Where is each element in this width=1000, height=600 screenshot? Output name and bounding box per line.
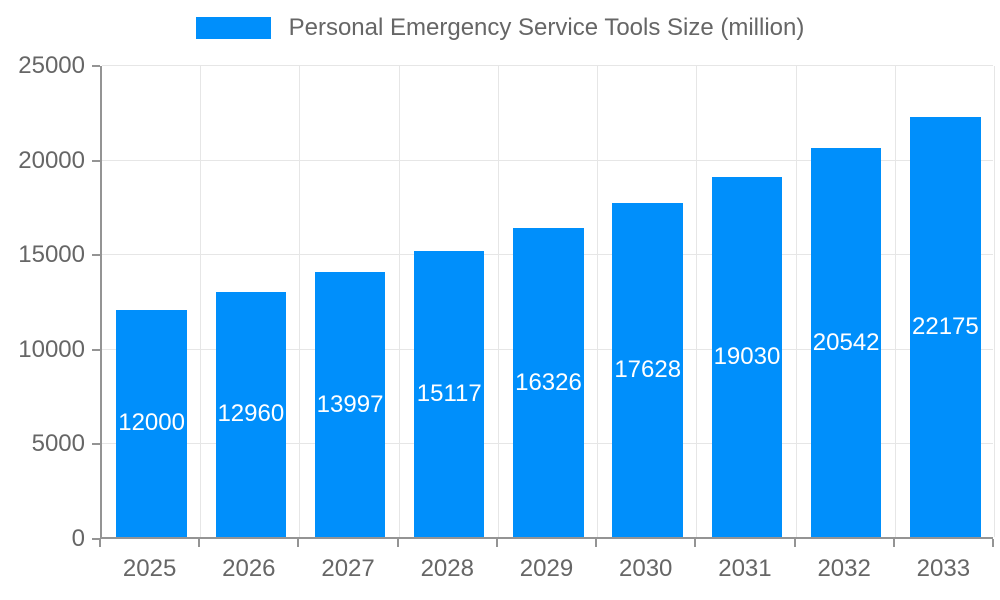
x-gridline	[299, 66, 301, 537]
x-gridline	[994, 66, 995, 537]
bar-2026[interactable]: 12960	[215, 291, 287, 537]
y-axis-tick-label: 5000	[31, 430, 85, 458]
x-gridline	[696, 66, 698, 537]
y-axis-tick	[92, 348, 100, 351]
y-axis-tick-label: 15000	[18, 241, 85, 269]
bar-2025[interactable]: 12000	[116, 309, 187, 537]
bar-value-label: 12960	[217, 400, 285, 428]
bar-value-label: 13997	[316, 390, 384, 418]
x-axis-tick	[793, 539, 796, 547]
y-axis-tick	[92, 443, 100, 446]
x-axis-tick	[694, 539, 697, 547]
y-axis-tick	[92, 65, 100, 67]
x-axis-tick	[99, 539, 101, 547]
bar-2030[interactable]: 17628	[612, 203, 683, 537]
x-axis-tick-label: 2025	[122, 555, 177, 582]
x-axis-tick-label: 2032	[817, 555, 871, 582]
x-axis-tick-label: 2031	[718, 555, 772, 582]
x-gridline	[497, 66, 499, 537]
x-gridline	[597, 66, 599, 537]
y-axis-tick	[92, 254, 100, 257]
x-axis-tick-label: 2029	[519, 555, 574, 582]
bar-value-label: 17628	[614, 356, 682, 384]
legend[interactable]: Personal Emergency Service Tools Size (m…	[0, 14, 1000, 42]
y-axis-tick-label: 20000	[18, 146, 85, 174]
y-axis-tick-label: 10000	[18, 335, 85, 363]
bar-2027[interactable]: 13997	[314, 272, 386, 537]
x-axis-tick-label: 2026	[222, 555, 276, 582]
x-axis-tick-label: 2030	[619, 555, 673, 582]
x-axis-tick	[595, 539, 598, 547]
bar-value-label: 19030	[713, 342, 781, 370]
x-axis-tick	[198, 539, 201, 547]
x-axis-tick	[892, 539, 895, 547]
y-gridline	[102, 159, 993, 161]
plot-area: 12000 12960 13997 15117 16326 17628 19030 20542…	[100, 65, 995, 539]
y-axis-tick	[92, 159, 100, 162]
bar-2029[interactable]: 16326	[513, 228, 584, 537]
bar-2032[interactable]: 20542	[810, 148, 882, 537]
bar-value-label: 16326	[515, 368, 582, 396]
bar-2033[interactable]: 22175	[910, 117, 981, 537]
x-axis-tick	[495, 539, 498, 547]
y-axis-tick-label: 0	[71, 525, 85, 552]
x-gridline	[398, 66, 400, 537]
legend-label: Personal Emergency Service Tools Size (m…	[288, 14, 805, 41]
x-gridline	[894, 66, 896, 537]
y-axis-tick-label: 25000	[18, 52, 85, 79]
x-gridline	[795, 66, 797, 537]
x-axis-tick-label: 2033	[916, 555, 971, 582]
x-axis-tick	[396, 539, 399, 547]
bar-value-label: 12000	[118, 409, 185, 437]
bar-value-label: 22175	[912, 313, 979, 341]
bar-value-label: 20542	[812, 328, 880, 356]
bar-2028[interactable]: 15117	[414, 251, 485, 537]
x-axis-tick	[992, 539, 994, 547]
x-gridline	[200, 66, 202, 537]
x-axis-tick	[297, 539, 300, 547]
bar-2031[interactable]: 19030	[711, 176, 783, 537]
x-axis-tick-label: 2028	[420, 555, 474, 582]
y-gridline	[102, 65, 993, 66]
y-axis-tick	[92, 538, 100, 540]
x-axis-tick-label: 2027	[321, 555, 375, 582]
legend-swatch-icon	[195, 17, 271, 39]
bar-value-label: 15117	[416, 380, 482, 407]
